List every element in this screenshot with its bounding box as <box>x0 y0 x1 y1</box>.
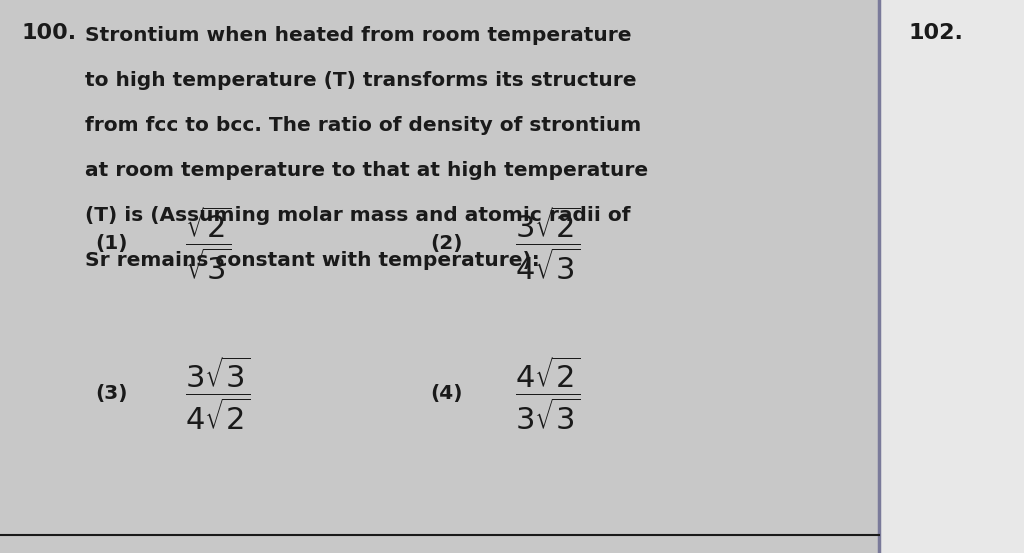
Text: Strontium when heated from room temperature: Strontium when heated from room temperat… <box>85 26 632 45</box>
Text: (4): (4) <box>430 383 463 403</box>
Text: (T) is (Assuming molar mass and atomic radii of: (T) is (Assuming molar mass and atomic r… <box>85 206 631 225</box>
Bar <box>879 0 1024 553</box>
Text: $\dfrac{3\sqrt{3}}{4\sqrt{2}}$: $\dfrac{3\sqrt{3}}{4\sqrt{2}}$ <box>185 354 251 432</box>
Text: Sr remains constant with temperature):: Sr remains constant with temperature): <box>85 251 540 270</box>
Text: (1): (1) <box>95 233 128 253</box>
Text: $\dfrac{3\sqrt{2}}{4\sqrt{3}}$: $\dfrac{3\sqrt{2}}{4\sqrt{3}}$ <box>515 204 581 281</box>
Text: $\dfrac{\sqrt{2}}{\sqrt{3}}$: $\dfrac{\sqrt{2}}{\sqrt{3}}$ <box>185 204 231 281</box>
Text: (3): (3) <box>95 383 128 403</box>
Text: to high temperature (T) transforms its structure: to high temperature (T) transforms its s… <box>85 71 637 90</box>
Text: 100.: 100. <box>22 23 77 43</box>
Text: from fcc to bcc. The ratio of density of strontium: from fcc to bcc. The ratio of density of… <box>85 116 641 135</box>
Text: 102.: 102. <box>908 23 964 43</box>
Text: at room temperature to that at high temperature: at room temperature to that at high temp… <box>85 161 648 180</box>
Text: (2): (2) <box>430 233 463 253</box>
Text: $\dfrac{4\sqrt{2}}{3\sqrt{3}}$: $\dfrac{4\sqrt{2}}{3\sqrt{3}}$ <box>515 354 581 432</box>
